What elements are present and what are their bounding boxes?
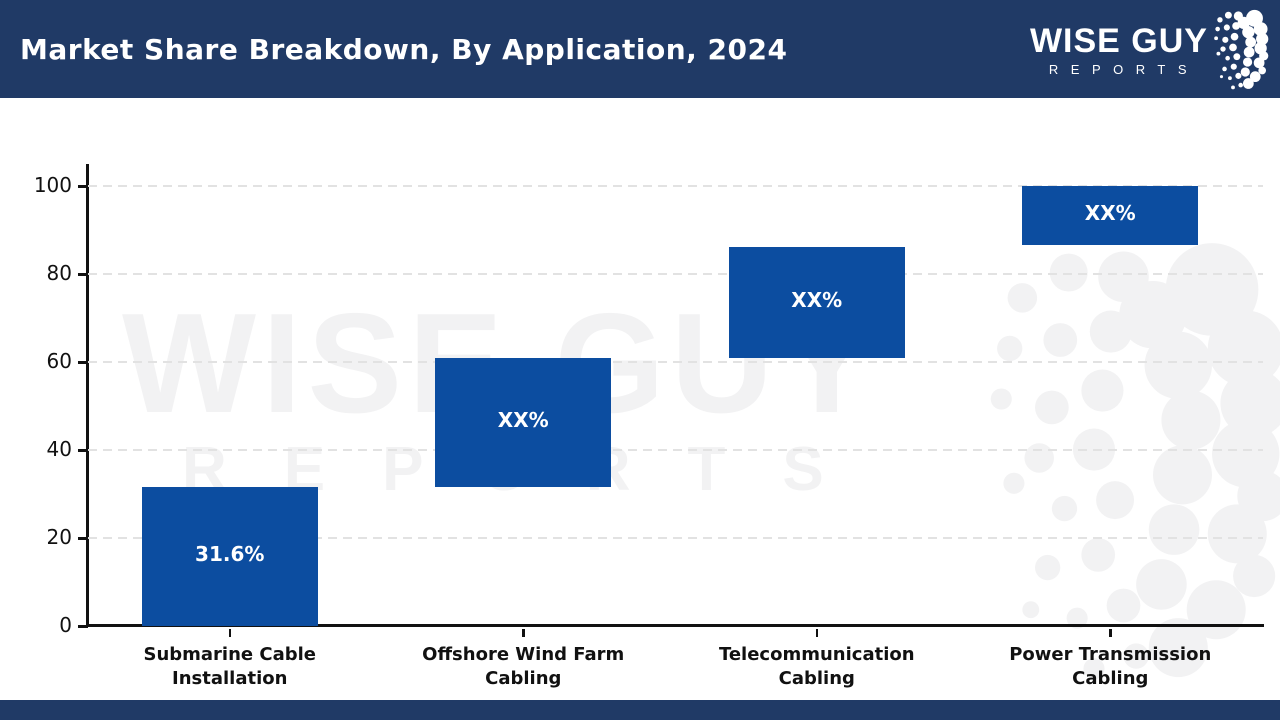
y-tick-mark-0 — [78, 625, 88, 628]
y-tick-label-20: 20 — [46, 525, 72, 549]
y-tick-mark-100 — [78, 185, 88, 188]
page-title: Market Share Breakdown, By Application, … — [20, 33, 788, 66]
x-tick-mark — [815, 629, 819, 637]
logo-wordmark: WISE GUY — [1029, 21, 1208, 60]
bar-value-label: XX% — [791, 288, 843, 313]
x-axis-line — [86, 624, 1264, 627]
y-tick-mark-20 — [78, 537, 88, 540]
bar-value-label: XX% — [497, 408, 549, 433]
y-tick-mark-60 — [78, 361, 88, 364]
y-tick-mark-40 — [78, 449, 88, 452]
y-tick-label-40: 40 — [46, 437, 72, 461]
x-tick-mark — [1109, 629, 1112, 637]
x-tick-mark — [228, 629, 232, 637]
gridline-60 — [88, 361, 1263, 363]
gridline-40 — [88, 449, 1263, 451]
y-axis-line — [86, 164, 89, 627]
gridline-20 — [88, 537, 1263, 539]
wise-guy-reports-logo: WISE GUY REPORTS — [1030, 6, 1272, 92]
gridline-80 — [88, 273, 1263, 275]
y-tick-label-80: 80 — [46, 261, 72, 285]
x-category-label: Submarine Cable Installation — [143, 644, 317, 689]
footer-bar — [0, 700, 1280, 720]
bar-value-label: XX% — [1084, 201, 1136, 226]
header-bar: Market Share Breakdown, By Application, … — [0, 0, 1280, 98]
bar-segment — [728, 246, 905, 358]
logo-subtext: REPORTS — [1048, 61, 1200, 77]
logo-text: WISE GUY REPORTS — [1030, 22, 1208, 77]
x-category-label: Telecommunication Cabling — [718, 644, 915, 689]
y-tick-label-100: 100 — [33, 173, 72, 197]
x-category-label: Offshore Wind Farm Cabling — [422, 644, 625, 689]
bar-value-label: 31.6% — [195, 542, 265, 567]
y-tick-label-60: 60 — [46, 349, 72, 373]
y-tick-label-0: 0 — [59, 613, 72, 637]
bar-segment — [435, 357, 612, 487]
gridline-100 — [88, 185, 1263, 187]
x-category-label: Power Transmission Cabling — [1009, 644, 1212, 689]
y-tick-mark-80 — [78, 273, 88, 276]
bar-segment — [141, 486, 318, 626]
x-tick-mark — [522, 629, 525, 637]
bar-segment — [1022, 186, 1199, 245]
